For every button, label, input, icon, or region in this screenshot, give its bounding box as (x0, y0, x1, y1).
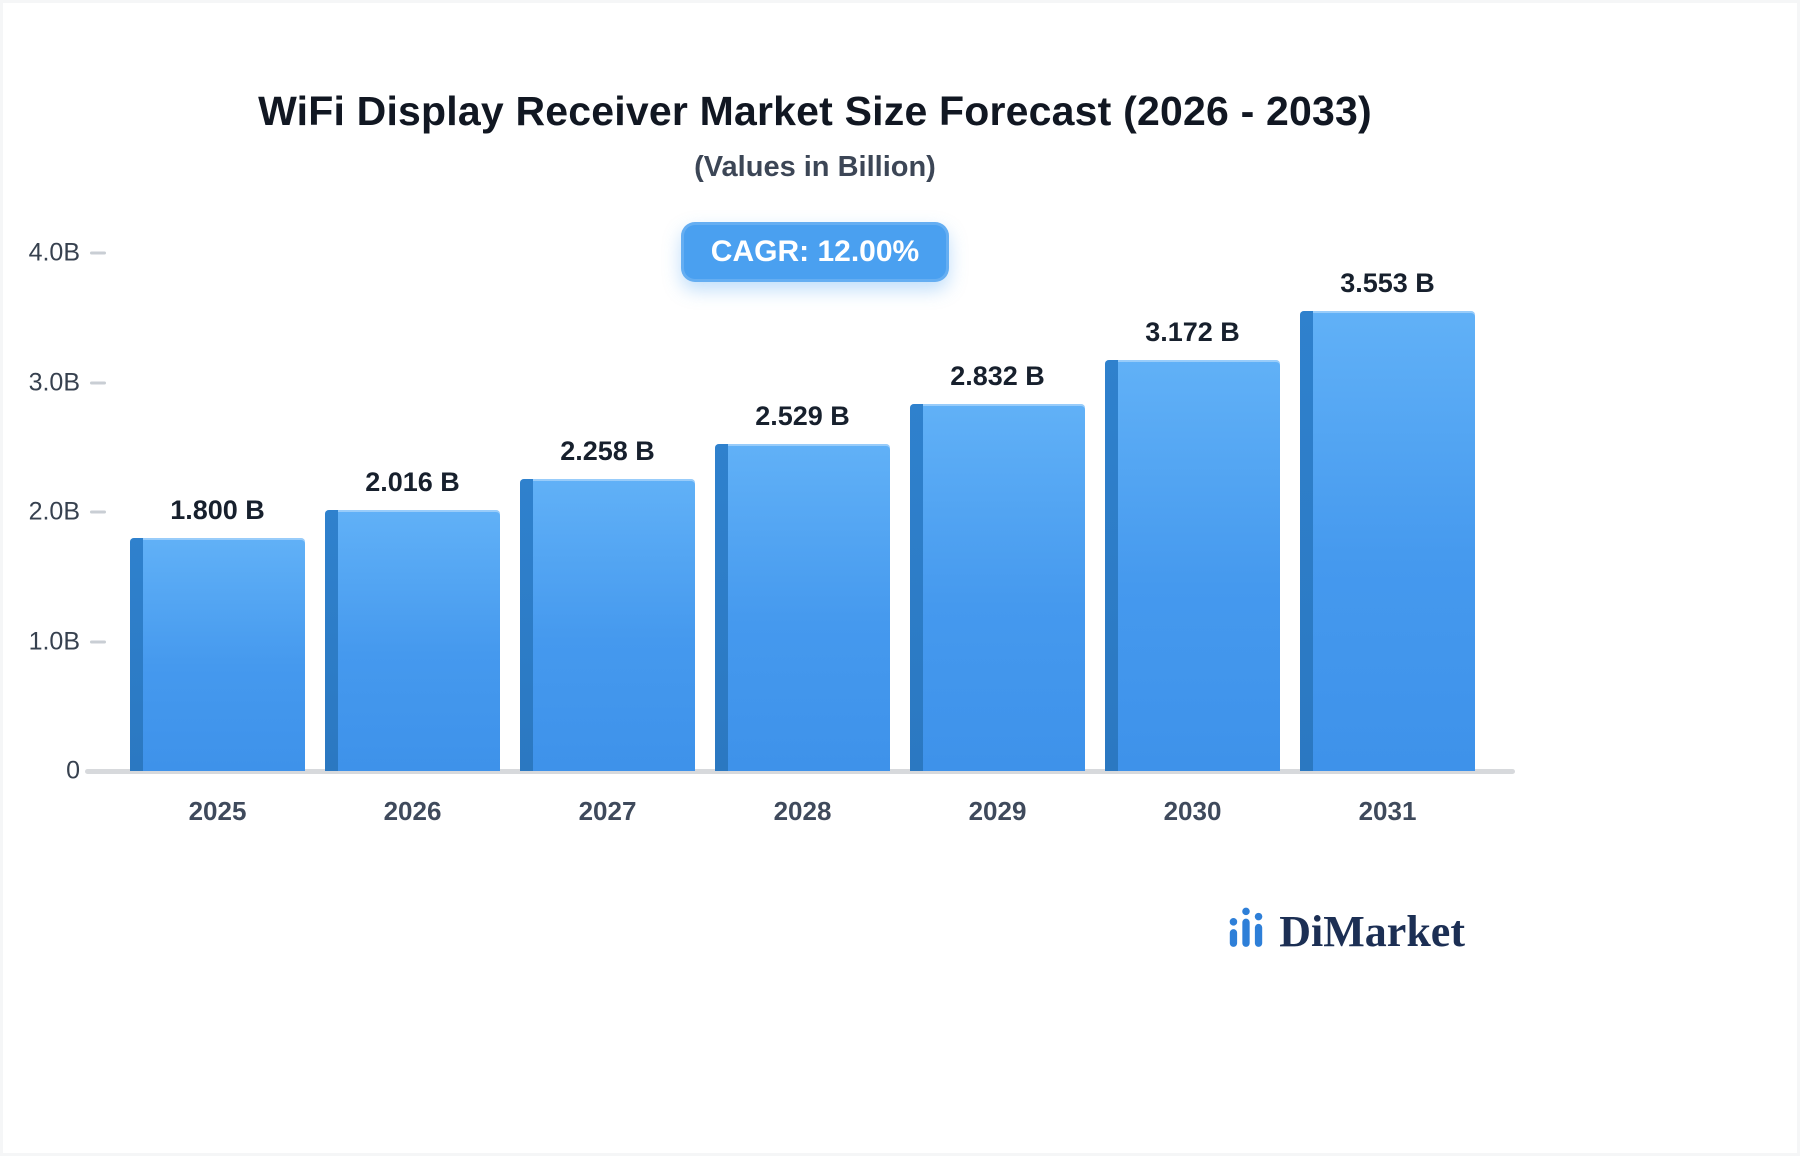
bar-column: 2.832 B 2029 (910, 253, 1085, 826)
bar-value-label: 3.172 B (1145, 317, 1240, 348)
bar-column: 2.529 B 2028 (715, 253, 890, 826)
y-tick: 2.0B (29, 498, 106, 527)
cagr-badge: CAGR: 12.00% (680, 222, 950, 282)
y-axis-label: 3.0B (28, 368, 80, 396)
y-tick-dash (90, 251, 106, 255)
x-axis-baseline (85, 769, 1515, 774)
bar-column: 2.016 B 2026 (325, 253, 500, 826)
y-tick: 4.0B (29, 239, 106, 268)
cagr-badge-wrap: CAGR: 12.00% (0, 222, 1630, 282)
bar-column: 2.258 B 2027 (520, 253, 695, 826)
bar-value-label: 2.832 B (950, 361, 1045, 392)
y-tick-dash (90, 510, 106, 514)
bar-column: 1.800 B 2025 (130, 253, 305, 826)
bar-side-shading (520, 478, 533, 771)
y-tick-dash (90, 640, 106, 643)
bar-chart-icon (1223, 903, 1269, 954)
y-tick: 1.0B (29, 627, 106, 656)
x-axis-label: 2029 (968, 796, 1027, 826)
chart-subtitle: (Values in Billion) (694, 151, 936, 183)
brand-logo: DiMarket (1223, 903, 1465, 954)
bar[interactable] (325, 509, 500, 771)
bar-value-label: 1.800 B (170, 494, 265, 525)
bar-side-shading (1105, 360, 1118, 771)
bar[interactable] (910, 404, 1085, 771)
x-axis-label: 2026 (383, 796, 442, 826)
y-axis-label: 0 (66, 756, 80, 785)
x-axis-label: 2028 (773, 796, 832, 826)
y-axis-label: 2.0B (28, 497, 80, 526)
bar-value-label: 2.016 B (365, 466, 460, 497)
bar-column: 3.172 B 2030 (1105, 253, 1280, 826)
x-axis-label: 2030 (1163, 796, 1222, 826)
bars-area: 1.800 B 2025 2.016 B 2026 2.258 B 2027 2.529 B… (110, 253, 1520, 826)
brand-name: DiMarket (1279, 907, 1465, 956)
x-axis-label: 2025 (188, 796, 247, 826)
bar-side-shading (715, 443, 728, 771)
bar-side-shading (130, 537, 143, 771)
y-axis-label: 1.0B (28, 627, 80, 655)
x-axis-label: 2027 (578, 796, 637, 826)
bar-side-shading (910, 404, 923, 771)
bar[interactable] (520, 478, 695, 771)
bar[interactable] (1105, 360, 1280, 771)
y-tick: 3.0B (29, 368, 106, 397)
bar[interactable] (715, 443, 890, 771)
y-axis-label: 4.0B (28, 238, 80, 267)
bar-value-label: 3.553 B (1340, 267, 1435, 298)
chart-header: WiFi Display Receiver Market Size Foreca… (0, 88, 1630, 282)
y-axis: 4.0B 3.0B 2.0B 1.0B 0 (0, 239, 106, 785)
x-axis-label: 2031 (1358, 796, 1417, 826)
bar-value-label: 2.258 B (560, 435, 655, 466)
bar[interactable] (130, 537, 305, 771)
bar-side-shading (325, 509, 338, 771)
bar-side-shading (1300, 310, 1313, 771)
bar-value-label: 2.529 B (755, 400, 850, 431)
bar-column: 3.553 B 2031 (1300, 253, 1475, 826)
y-tick-dash (90, 381, 106, 384)
chart-title: WiFi Display Receiver Market Size Foreca… (258, 88, 1372, 134)
bar[interactable] (1300, 310, 1475, 771)
